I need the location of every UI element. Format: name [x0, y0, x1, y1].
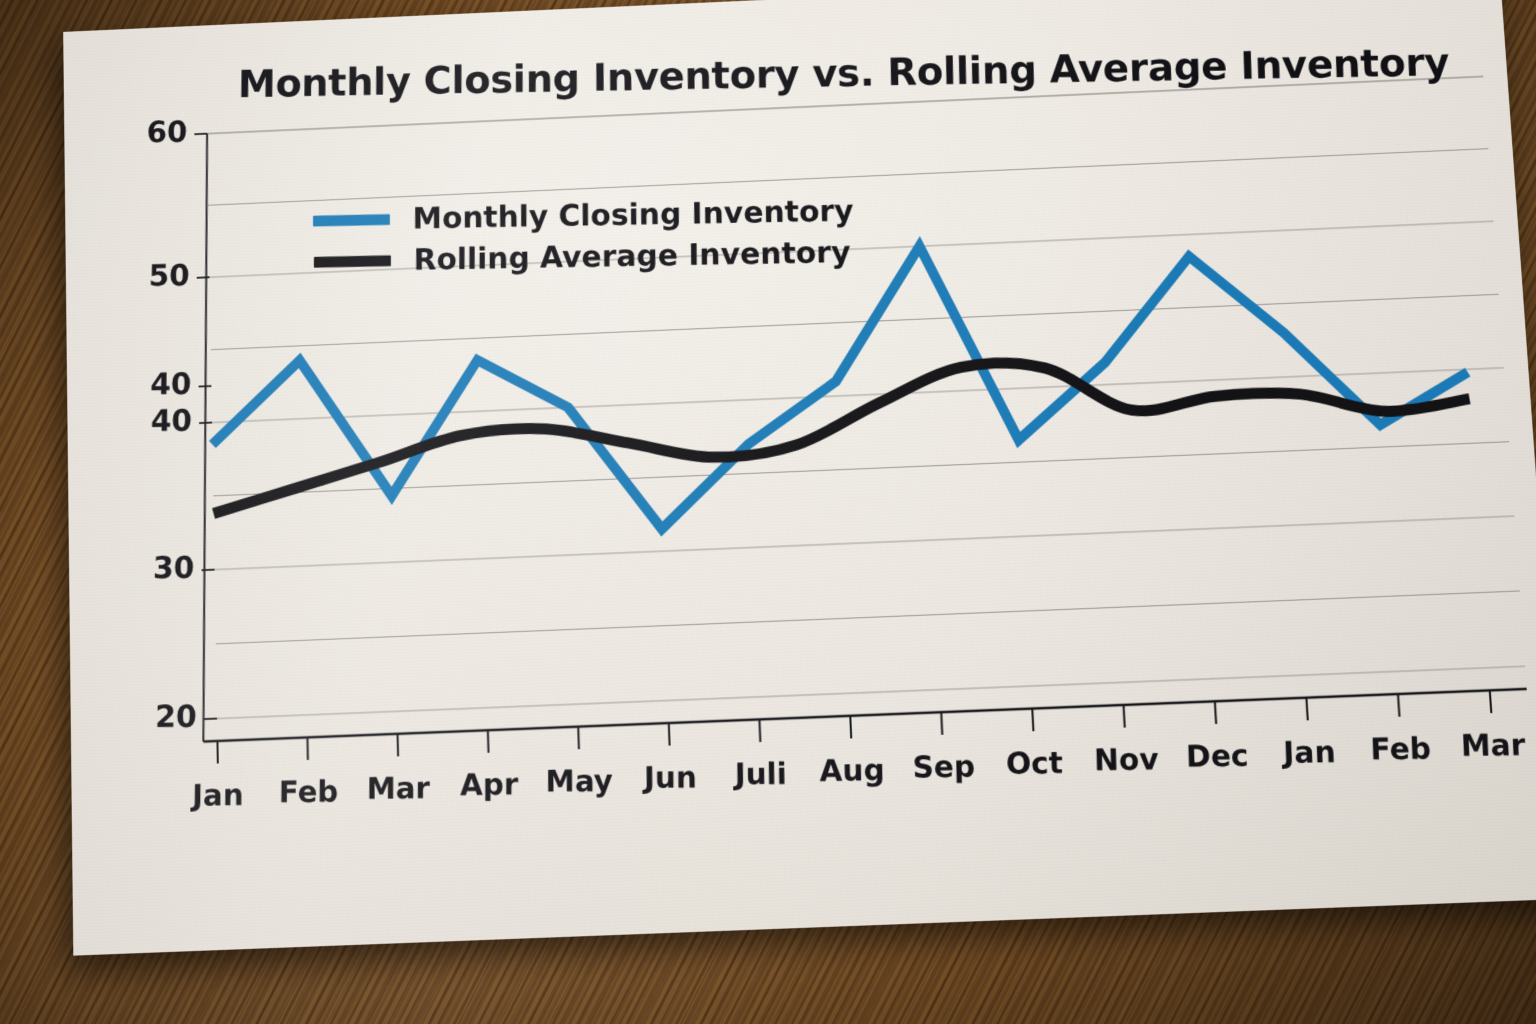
x-tick-mark [1215, 701, 1216, 724]
x-tick-mark [1490, 690, 1492, 713]
y-tick-mark [199, 386, 212, 387]
x-tick-mark [398, 734, 399, 757]
x-tick-mark [1124, 705, 1125, 728]
legend-label-rolling: Rolling Average Inventory [413, 235, 851, 278]
y-axis-tick-label: 20 [154, 699, 198, 736]
x-axis-tick-label: Sep [911, 748, 975, 785]
y-axis-tick-label: 30 [152, 550, 195, 587]
x-axis-tick-label: May [545, 763, 614, 799]
x-axis-tick-label: Dec [1185, 737, 1250, 774]
y-axis-tick-label: 40 [150, 367, 192, 403]
x-axis-tick-label: Feb [1370, 730, 1433, 767]
line-chart: Monthly Closing Inventory vs. Rolling Av… [63, 0, 1536, 956]
x-axis-tick-label: Mar [1460, 727, 1527, 764]
x-axis-tick-label: Jan [192, 777, 244, 814]
x-axis-tick-label: Mar [366, 770, 431, 807]
y-axis-tick-label: 40 [150, 403, 193, 440]
x-tick-mark [1398, 694, 1399, 717]
gridline [215, 516, 1515, 570]
x-axis-tick-label: Apr [459, 766, 519, 803]
x-tick-mark [488, 730, 489, 753]
legend-item-rolling-average-inventory: Rolling Average Inventory [313, 235, 856, 279]
gridline [216, 591, 1520, 644]
x-axis-tick-label: Jan [1282, 734, 1337, 771]
x-tick-mark [578, 727, 579, 750]
x-axis-tick-label: Aug [819, 752, 885, 789]
x-tick-mark [759, 719, 760, 742]
paper-sheet: Monthly Closing Inventory vs. Rolling Av… [63, 0, 1536, 956]
x-axis-tick-label: Juli [734, 756, 788, 792]
gridline [217, 666, 1525, 718]
y-tick-mark [197, 277, 210, 278]
gridline [211, 294, 1499, 349]
x-axis-tick-label: Oct [1005, 745, 1064, 782]
y-tick-mark [199, 423, 212, 424]
x-tick-mark [941, 712, 942, 735]
legend-swatch-icon-monthly [312, 214, 390, 227]
y-axis-tick-label: 50 [148, 258, 190, 294]
x-axis-tick-label: Jun [643, 759, 697, 796]
y-tick-mark [202, 570, 215, 571]
x-axis-tick-label: Nov [1093, 741, 1159, 778]
y-tick-mark [204, 719, 217, 720]
chart-canvas [63, 0, 1536, 956]
y-axis-tick-label: 60 [146, 115, 188, 151]
legend-swatch-icon-rolling [313, 255, 391, 268]
x-tick-mark [1306, 698, 1307, 721]
x-tick-mark [1032, 709, 1033, 732]
legend-label-monthly: Monthly Closing Inventory [412, 194, 854, 237]
x-tick-mark [850, 716, 851, 739]
x-tick-mark [669, 723, 670, 746]
x-axis-tick-label: Feb [278, 773, 338, 810]
y-tick-mark [194, 134, 207, 135]
